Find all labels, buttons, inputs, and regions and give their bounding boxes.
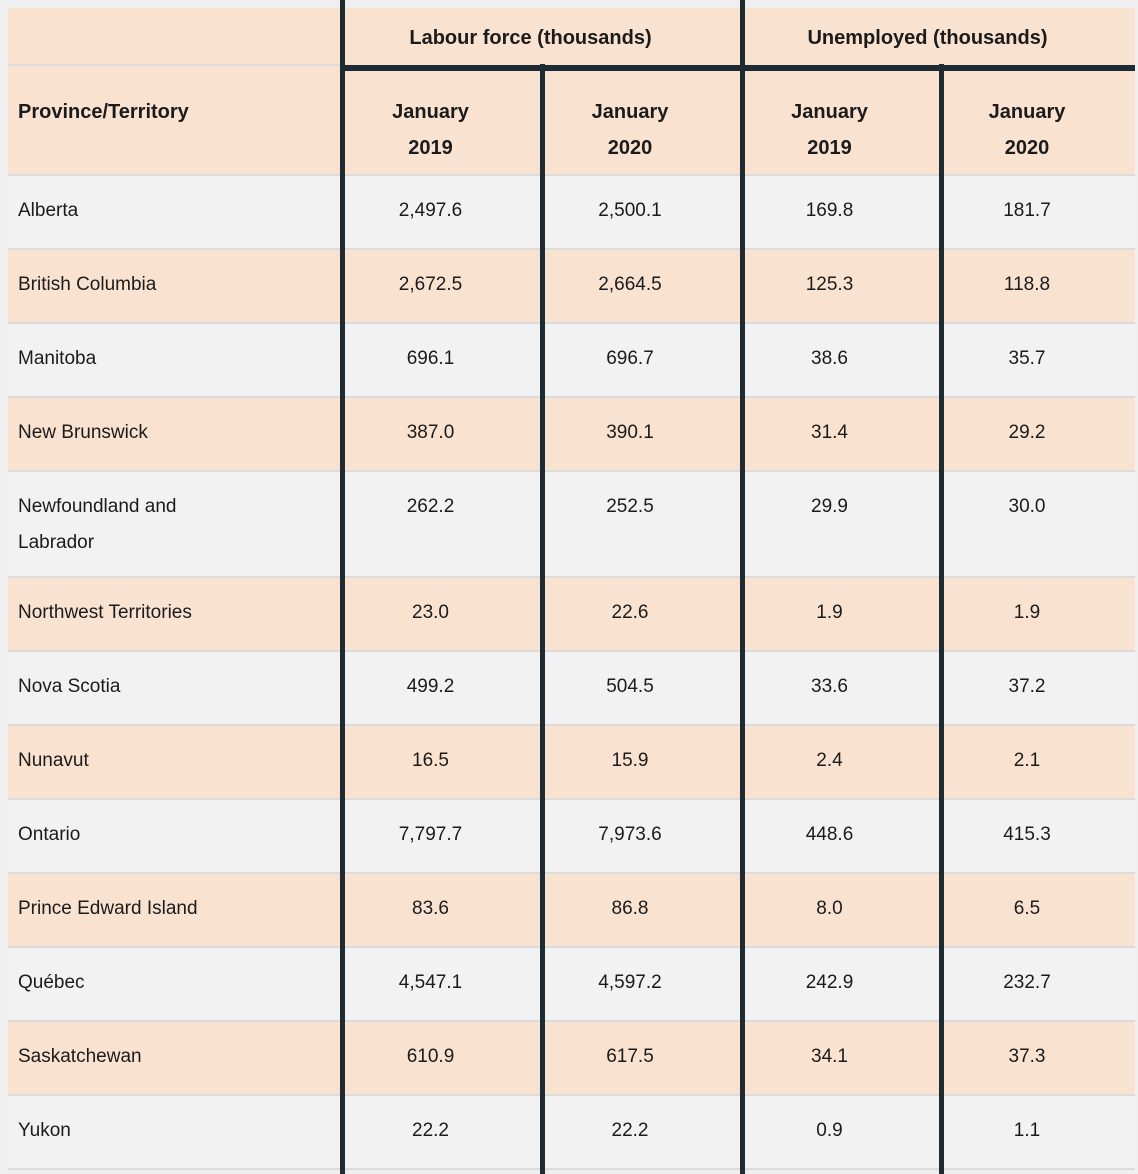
province-cell: Manitoba <box>8 324 341 398</box>
value-cell: 22.2 <box>540 1096 740 1170</box>
value-cell: 499.2 <box>341 652 540 726</box>
subcolumn-header-lf-jan-2020: January 2020 <box>540 66 740 176</box>
vertical-divider-ue-2019-2020 <box>939 64 944 1174</box>
labour-force-table: Labour force (thousands) Unemployed (tho… <box>8 8 1135 1170</box>
value-cell: 7,797.7 <box>341 800 540 874</box>
value-cell: 617.5 <box>540 1022 740 1096</box>
province-cell: Northwest Territories <box>8 578 341 652</box>
vertical-divider-lf-2019-2020 <box>540 64 545 1174</box>
value-cell: 22.2 <box>341 1096 540 1170</box>
value-cell: 2.1 <box>939 726 1135 800</box>
value-cell: 2.4 <box>740 726 939 800</box>
value-cell: 37.3 <box>939 1022 1135 1096</box>
value-cell: 83.6 <box>341 874 540 948</box>
value-cell: 610.9 <box>341 1022 540 1096</box>
horizontal-divider-group-header <box>341 65 1135 71</box>
value-cell: 118.8 <box>939 250 1135 324</box>
value-cell: 181.7 <box>939 176 1135 250</box>
province-cell: Newfoundland and Labrador <box>8 472 341 578</box>
value-cell: 29.9 <box>740 472 939 578</box>
vertical-divider-province-labour-force <box>340 0 345 1174</box>
value-cell: 125.3 <box>740 250 939 324</box>
value-cell: 6.5 <box>939 874 1135 948</box>
value-cell: 86.8 <box>540 874 740 948</box>
subcolumn-header-ue-jan-2020: January 2020 <box>939 66 1135 176</box>
value-cell: 0.9 <box>740 1096 939 1170</box>
value-cell: 1.1 <box>939 1096 1135 1170</box>
value-cell: 2,672.5 <box>341 250 540 324</box>
value-cell: 31.4 <box>740 398 939 472</box>
value-cell: 22.6 <box>540 578 740 652</box>
value-cell: 232.7 <box>939 948 1135 1022</box>
value-cell: 16.5 <box>341 726 540 800</box>
value-cell: 1.9 <box>740 578 939 652</box>
province-cell: Ontario <box>8 800 341 874</box>
value-cell: 7,973.6 <box>540 800 740 874</box>
value-cell: 1.9 <box>939 578 1135 652</box>
column-group-unemployed: Unemployed (thousands) <box>740 8 1135 66</box>
value-cell: 390.1 <box>540 398 740 472</box>
corner-header-cell: Province/Territory <box>8 66 341 176</box>
province-cell: Québec <box>8 948 341 1022</box>
vertical-divider-labour-force-unemployed <box>740 0 745 1174</box>
value-cell: 4,597.2 <box>540 948 740 1022</box>
value-cell: 696.1 <box>341 324 540 398</box>
value-cell: 4,547.1 <box>341 948 540 1022</box>
value-cell: 8.0 <box>740 874 939 948</box>
value-cell: 15.9 <box>540 726 740 800</box>
province-cell: New Brunswick <box>8 398 341 472</box>
value-cell: 38.6 <box>740 324 939 398</box>
province-cell: Yukon <box>8 1096 341 1170</box>
province-cell: Nunavut <box>8 726 341 800</box>
value-cell: 415.3 <box>939 800 1135 874</box>
value-cell: 23.0 <box>341 578 540 652</box>
value-cell: 33.6 <box>740 652 939 726</box>
value-cell: 29.2 <box>939 398 1135 472</box>
province-cell: Nova Scotia <box>8 652 341 726</box>
province-cell: Alberta <box>8 176 341 250</box>
value-cell: 242.9 <box>740 948 939 1022</box>
subcolumn-header-ue-jan-2019: January 2019 <box>740 66 939 176</box>
province-cell: Saskatchewan <box>8 1022 341 1096</box>
value-cell: 35.7 <box>939 324 1135 398</box>
province-cell: British Columbia <box>8 250 341 324</box>
corner-blank-cell <box>8 8 341 66</box>
value-cell: 169.8 <box>740 176 939 250</box>
value-cell: 37.2 <box>939 652 1135 726</box>
column-group-labour-force: Labour force (thousands) <box>341 8 740 66</box>
province-cell: Prince Edward Island <box>8 874 341 948</box>
value-cell: 30.0 <box>939 472 1135 578</box>
subcolumn-header-lf-jan-2019: January 2019 <box>341 66 540 176</box>
value-cell: 34.1 <box>740 1022 939 1096</box>
value-cell: 448.6 <box>740 800 939 874</box>
value-cell: 2,497.6 <box>341 176 540 250</box>
value-cell: 262.2 <box>341 472 540 578</box>
value-cell: 252.5 <box>540 472 740 578</box>
value-cell: 2,664.5 <box>540 250 740 324</box>
value-cell: 696.7 <box>540 324 740 398</box>
value-cell: 2,500.1 <box>540 176 740 250</box>
value-cell: 387.0 <box>341 398 540 472</box>
value-cell: 504.5 <box>540 652 740 726</box>
